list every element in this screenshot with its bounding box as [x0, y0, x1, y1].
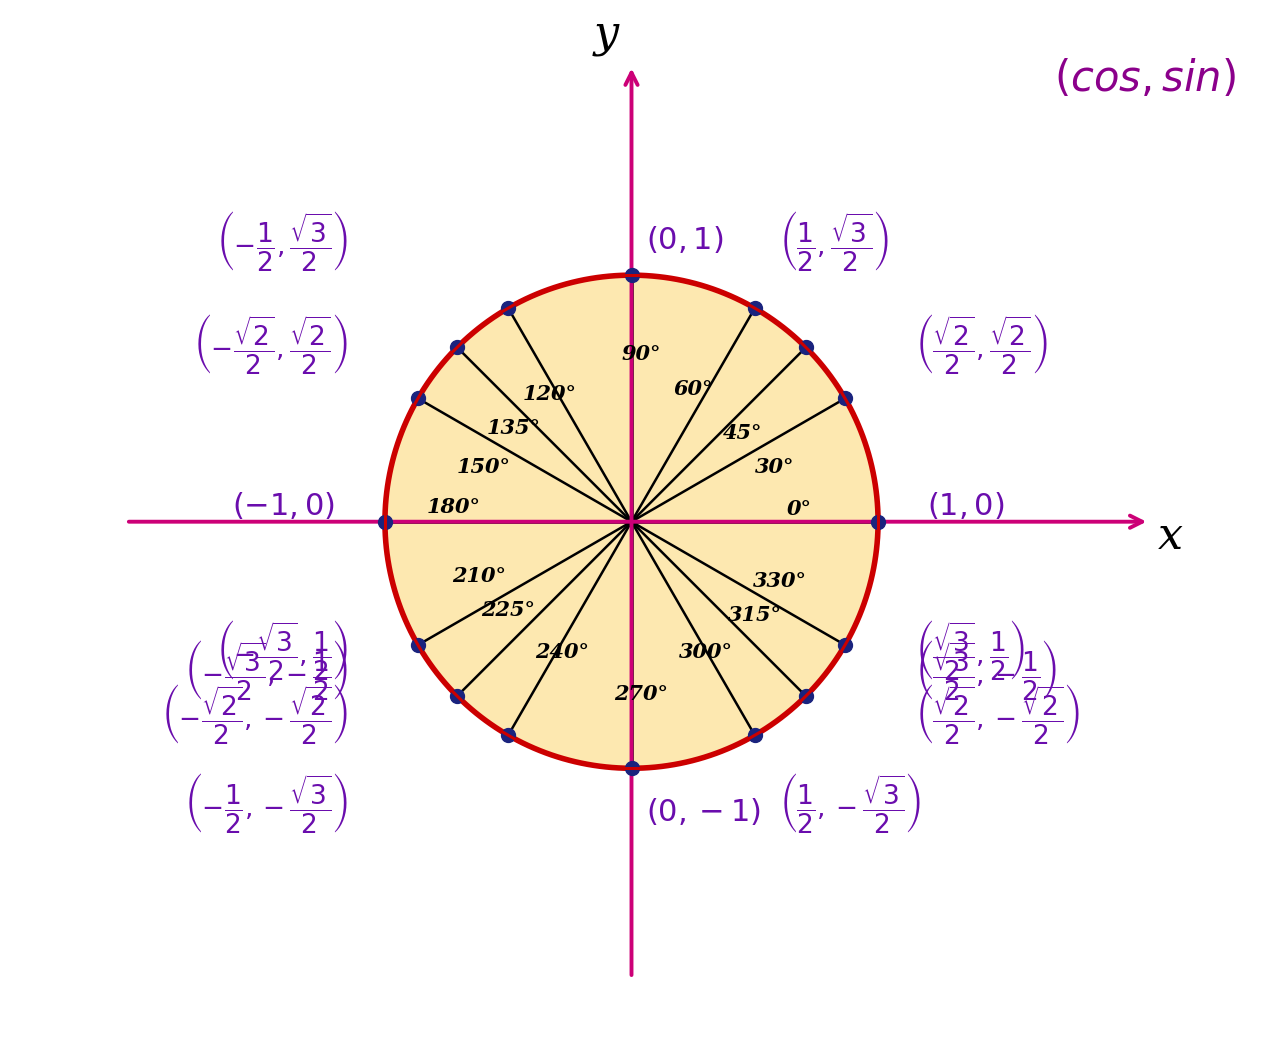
Text: 45°: 45°: [722, 423, 762, 443]
Text: $(1, 0)$: $(1, 0)$: [927, 492, 1005, 522]
Text: 330°: 330°: [753, 571, 807, 591]
Text: $\left(-\dfrac{\sqrt{3}}{2},\dfrac{1}{2}\right)$: $\left(-\dfrac{\sqrt{3}}{2},\dfrac{1}{2}…: [216, 618, 349, 682]
Text: 60°: 60°: [673, 379, 712, 398]
Text: 135°: 135°: [486, 418, 541, 438]
Text: $y$: $y$: [592, 16, 621, 58]
Text: $\left(\dfrac{\sqrt{2}}{2},\dfrac{\sqrt{2}}{2}\right)$: $\left(\dfrac{\sqrt{2}}{2},\dfrac{\sqrt{…: [914, 312, 1047, 376]
Text: $(0,-1)$: $(0,-1)$: [647, 797, 762, 828]
Text: $\left(-\dfrac{\sqrt{2}}{2},\dfrac{\sqrt{2}}{2}\right)$: $\left(-\dfrac{\sqrt{2}}{2},\dfrac{\sqrt…: [193, 312, 349, 376]
Text: 30°: 30°: [755, 458, 794, 477]
Text: 150°: 150°: [456, 458, 510, 477]
Text: $\mathit{(cos,sin)}$: $\mathit{(cos,sin)}$: [1053, 58, 1235, 100]
Text: $\left(\dfrac{\sqrt{3}}{2},-\dfrac{1}{2}\right)$: $\left(\dfrac{\sqrt{3}}{2},-\dfrac{1}{2}…: [914, 638, 1057, 702]
Text: $(-1, 0)$: $(-1, 0)$: [232, 492, 336, 522]
Text: $\left(-\dfrac{\sqrt{3}}{2},-\dfrac{1}{2}\right)$: $\left(-\dfrac{\sqrt{3}}{2},-\dfrac{1}{2…: [183, 638, 349, 702]
Text: $(0, 1)$: $(0, 1)$: [647, 225, 724, 256]
Text: 210°: 210°: [452, 566, 505, 586]
Text: $\left(\dfrac{1}{2},-\dfrac{\sqrt{3}}{2}\right)$: $\left(\dfrac{1}{2},-\dfrac{\sqrt{3}}{2}…: [779, 771, 922, 835]
Text: 225°: 225°: [481, 600, 536, 621]
Text: 120°: 120°: [523, 384, 577, 404]
Text: 90°: 90°: [621, 344, 661, 364]
Text: 0°: 0°: [787, 499, 812, 519]
Text: 270°: 270°: [614, 684, 668, 704]
Text: $\left(-\dfrac{1}{2},-\dfrac{\sqrt{3}}{2}\right)$: $\left(-\dfrac{1}{2},-\dfrac{\sqrt{3}}{2…: [183, 771, 349, 835]
Text: $\left(-\dfrac{1}{2},\dfrac{\sqrt{3}}{2}\right)$: $\left(-\dfrac{1}{2},\dfrac{\sqrt{3}}{2}…: [216, 209, 349, 272]
Text: $\left(\dfrac{\sqrt{2}}{2},-\dfrac{\sqrt{2}}{2}\right)$: $\left(\dfrac{\sqrt{2}}{2},-\dfrac{\sqrt…: [914, 682, 1080, 746]
Text: $\left(\dfrac{1}{2},\dfrac{\sqrt{3}}{2}\right)$: $\left(\dfrac{1}{2},\dfrac{\sqrt{3}}{2}\…: [779, 209, 889, 272]
Text: $x$: $x$: [1157, 515, 1183, 558]
Polygon shape: [385, 276, 878, 769]
Text: 180°: 180°: [427, 497, 481, 517]
Text: 240°: 240°: [536, 643, 590, 662]
Text: $\left(-\dfrac{\sqrt{2}}{2},-\dfrac{\sqrt{2}}{2}\right)$: $\left(-\dfrac{\sqrt{2}}{2},-\dfrac{\sqr…: [160, 682, 349, 746]
Text: 300°: 300°: [678, 643, 733, 662]
Text: $\left(\dfrac{\sqrt{3}}{2},\dfrac{1}{2}\right)$: $\left(\dfrac{\sqrt{3}}{2},\dfrac{1}{2}\…: [914, 618, 1024, 682]
Text: 315°: 315°: [727, 605, 782, 625]
